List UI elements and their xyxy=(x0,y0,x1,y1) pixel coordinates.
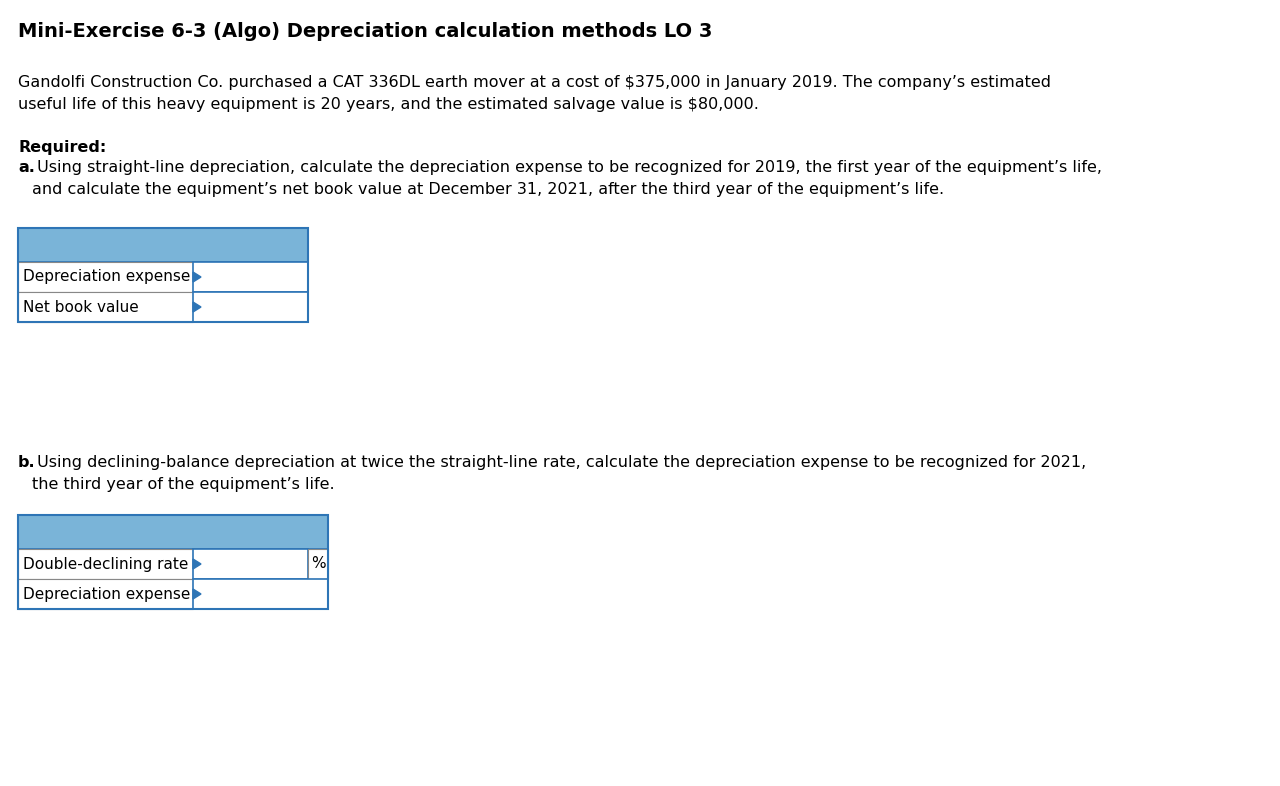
Polygon shape xyxy=(193,589,201,599)
FancyBboxPatch shape xyxy=(193,549,308,579)
Text: Required:: Required: xyxy=(18,140,106,155)
Text: b.: b. xyxy=(18,455,36,470)
FancyBboxPatch shape xyxy=(18,228,308,262)
FancyBboxPatch shape xyxy=(18,262,193,292)
Text: Double-declining rate: Double-declining rate xyxy=(23,556,188,571)
Text: Using straight-line depreciation, calculate the depreciation expense to be recog: Using straight-line depreciation, calcul… xyxy=(32,160,1102,197)
Polygon shape xyxy=(193,272,201,282)
FancyBboxPatch shape xyxy=(18,515,328,549)
Polygon shape xyxy=(193,302,201,312)
Text: Gandolfi Construction Co. purchased a CAT 336DL earth mover at a cost of $375,00: Gandolfi Construction Co. purchased a CA… xyxy=(18,75,1051,112)
Text: Using declining-balance depreciation at twice the straight-line rate, calculate : Using declining-balance depreciation at … xyxy=(32,455,1087,492)
Text: Depreciation expense: Depreciation expense xyxy=(23,586,191,601)
Text: a.: a. xyxy=(18,160,35,175)
Text: Depreciation expense: Depreciation expense xyxy=(23,270,191,285)
FancyBboxPatch shape xyxy=(193,262,308,292)
Text: %: % xyxy=(311,556,325,571)
Text: Mini-Exercise 6-3 (Algo) Depreciation calculation methods LO 3: Mini-Exercise 6-3 (Algo) Depreciation ca… xyxy=(18,22,713,41)
FancyBboxPatch shape xyxy=(193,579,328,609)
FancyBboxPatch shape xyxy=(18,579,193,609)
Polygon shape xyxy=(193,559,201,569)
Text: Net book value: Net book value xyxy=(23,299,138,314)
FancyBboxPatch shape xyxy=(193,292,308,322)
FancyBboxPatch shape xyxy=(308,549,328,579)
FancyBboxPatch shape xyxy=(18,292,193,322)
FancyBboxPatch shape xyxy=(18,549,193,579)
